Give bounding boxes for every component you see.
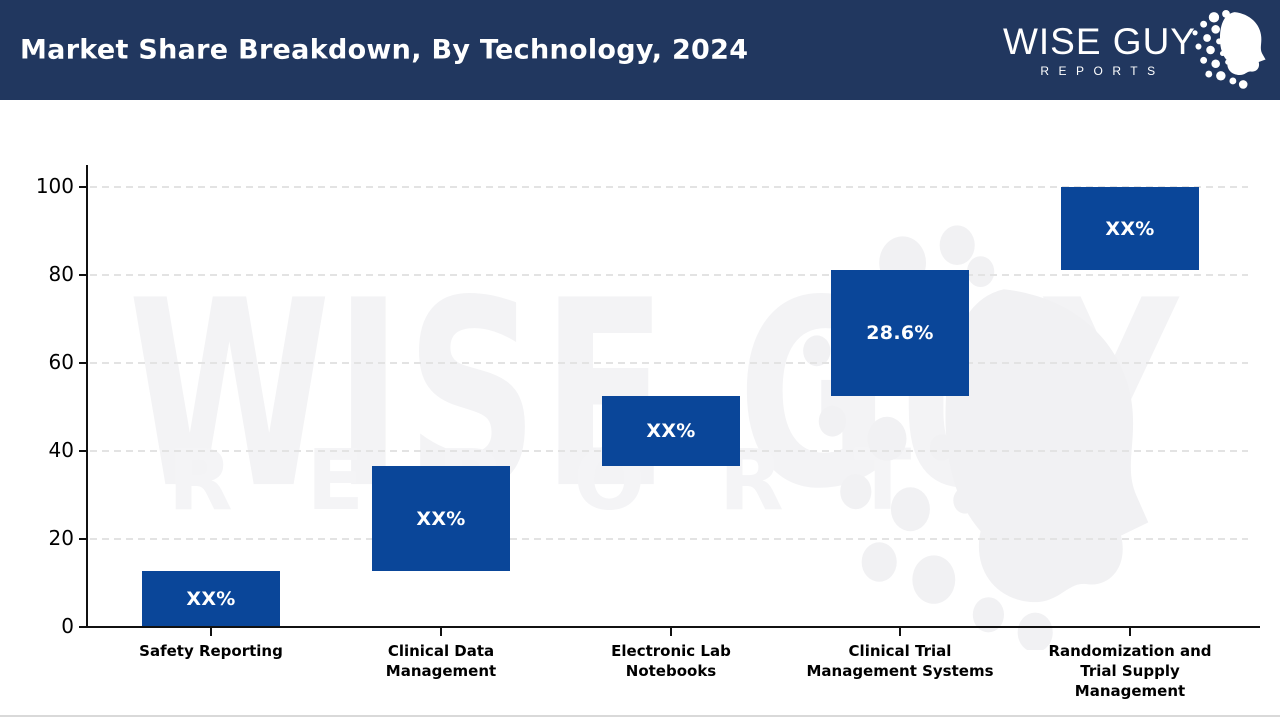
y-tick-label-0: 0: [61, 614, 74, 638]
wise-guy-logo: WISE GUY REPORTS: [1003, 5, 1270, 95]
header: Market Share Breakdown, By Technology, 2…: [0, 0, 1280, 100]
category-label-4: Randomization and Trial Supply Managemen…: [1048, 642, 1212, 700]
category-label-3: Clinical Trial Management Systems: [806, 642, 994, 680]
category-label-2: Electronic Lab Notebooks: [611, 642, 731, 680]
gridline-60: [90, 362, 1248, 364]
y-tick-label-40: 40: [48, 438, 74, 462]
y-tick-40: [79, 450, 88, 452]
bar-2: XX%: [602, 396, 740, 466]
logo-text: WISE GUY REPORTS: [1003, 23, 1196, 78]
x-tick-2: [670, 627, 672, 636]
x-tick-0: [210, 627, 212, 636]
y-tick-label-20: 20: [48, 526, 74, 550]
y-axis-line: [86, 165, 88, 628]
y-tick-label-60: 60: [48, 350, 74, 374]
gridline-20: [90, 538, 1248, 540]
bar-value-label: XX%: [186, 588, 236, 611]
chart-title: Market Share Breakdown, By Technology, 2…: [20, 34, 749, 66]
gridline-80: [90, 274, 1248, 276]
logo-wordmark: WISE GUY: [1002, 20, 1196, 62]
y-tick-0: [79, 626, 88, 628]
x-axis-line: [86, 626, 1260, 628]
category-label-0: Safety Reporting: [139, 642, 283, 660]
y-tick-80: [79, 274, 88, 276]
bar-value-label: XX%: [1105, 217, 1155, 240]
bar-value-label: XX%: [646, 419, 696, 442]
y-tick-60: [79, 362, 88, 364]
category-label-1: Clinical Data Management: [385, 642, 497, 680]
y-tick-20: [79, 538, 88, 540]
y-tick-label-100: 100: [35, 174, 74, 198]
y-tick-100: [79, 186, 88, 188]
bar-4: XX%: [1061, 187, 1199, 271]
bar-0: XX%: [142, 571, 280, 627]
x-tick-3: [899, 627, 901, 636]
x-tick-4: [1129, 627, 1131, 636]
bottom-divider: [0, 715, 1280, 717]
bar-value-label: 28.6%: [866, 322, 934, 345]
gridline-100: [90, 186, 1248, 188]
bar-value-label: XX%: [416, 507, 466, 530]
bar-1: XX%: [372, 465, 510, 572]
logo-subtext: REPORTS: [1040, 63, 1165, 78]
logo-face-icon: [1192, 10, 1266, 89]
y-tick-label-80: 80: [48, 262, 74, 286]
bar-3: 28.6%: [831, 270, 969, 396]
x-tick-1: [440, 627, 442, 636]
